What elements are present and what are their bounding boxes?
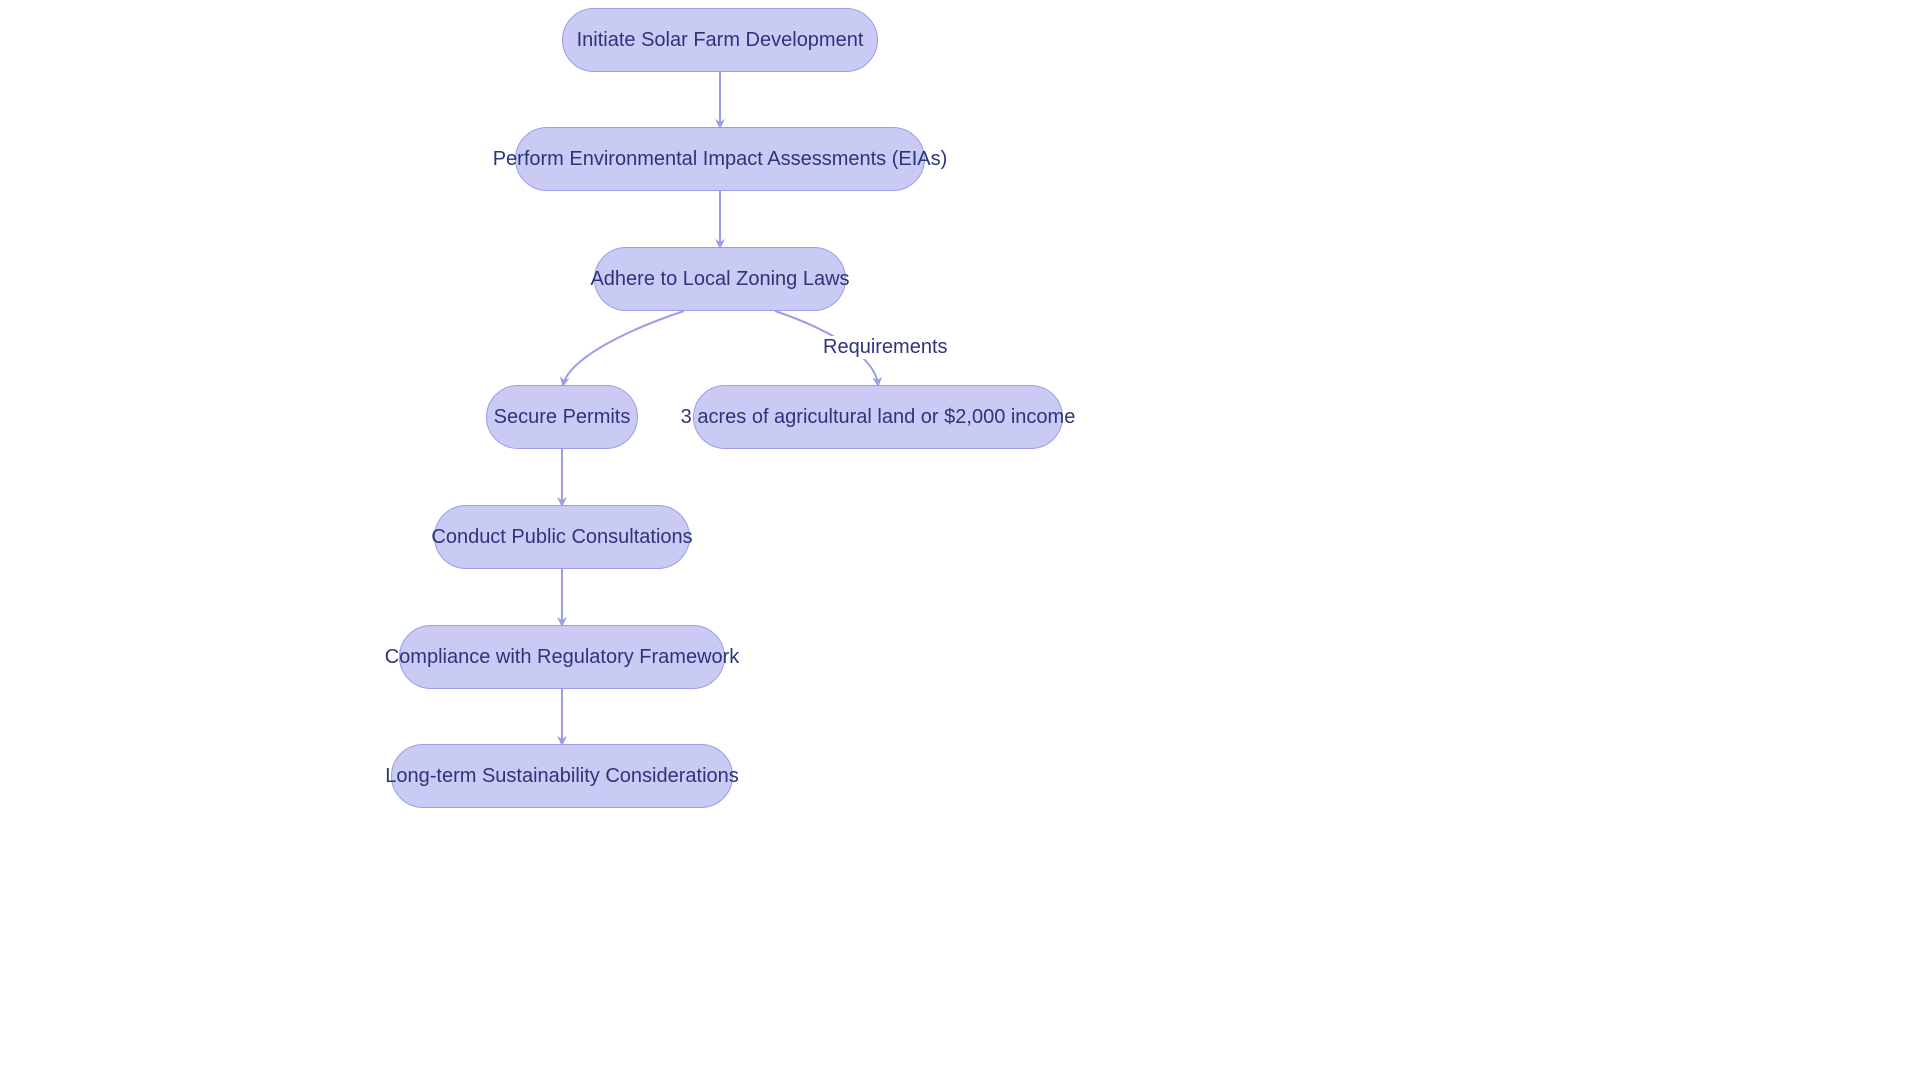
flowchart-node: Secure Permits (486, 385, 638, 449)
flowchart-node-label: Conduct Public Consultations (431, 526, 692, 549)
flowchart-node-label: 3 acres of agricultural land or $2,000 i… (681, 406, 1076, 429)
flowchart-node: Compliance with Regulatory Framework (399, 625, 725, 689)
flowchart-edge-label: Requirements (819, 336, 952, 359)
flowchart-node: Adhere to Local Zoning Laws (594, 247, 846, 311)
flowchart-node: Long-term Sustainability Considerations (391, 744, 733, 808)
flowchart-node-label: Initiate Solar Farm Development (577, 29, 864, 52)
flowchart-node-label: Secure Permits (494, 406, 631, 429)
flowchart-node: 3 acres of agricultural land or $2,000 i… (693, 385, 1063, 449)
flowchart-node-label: Adhere to Local Zoning Laws (590, 268, 849, 291)
flowchart-node: Initiate Solar Farm Development (562, 8, 878, 72)
flowchart-edge (563, 311, 684, 385)
flowchart-node-label: Compliance with Regulatory Framework (385, 646, 740, 669)
flowchart-node: Conduct Public Consultations (434, 505, 690, 569)
flowchart-node-label: Long-term Sustainability Considerations (385, 765, 739, 788)
flowchart-node: Perform Environmental Impact Assessments… (515, 127, 925, 191)
flowchart-node-label: Perform Environmental Impact Assessments… (493, 148, 948, 171)
flowchart-edges (0, 0, 1920, 1083)
